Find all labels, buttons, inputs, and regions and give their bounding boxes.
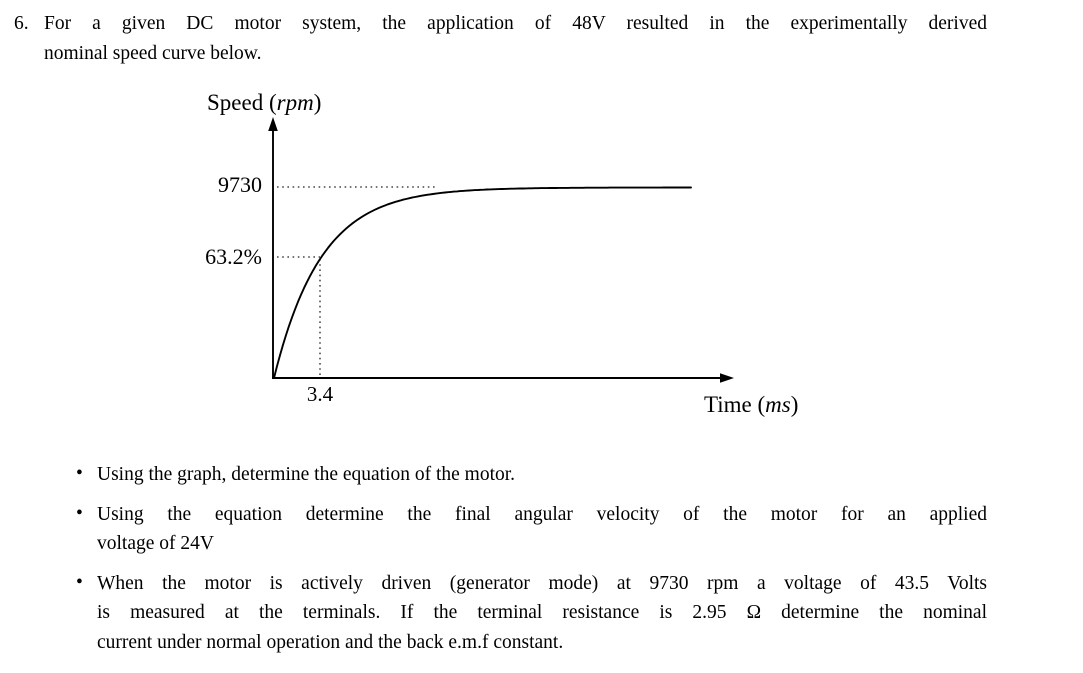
question-3-text-line-2: is measured at the terminals. If the ter… (97, 602, 987, 623)
question-2-text-line-1: Using the equation determine the final a… (97, 503, 987, 525)
y-axis-label-text: Speed ( (207, 90, 277, 115)
list-item: • Using the graph, determine the equatio… (75, 460, 987, 490)
bullet-icon: • (76, 463, 83, 484)
x-axis-unit: ms (765, 392, 791, 417)
problem-intro-text-line-1: For a given DC motor system, the applica… (44, 13, 987, 34)
bullet-icon: • (76, 571, 83, 593)
y-axis-unit: rpm (276, 90, 314, 115)
problem-number: 6. (14, 13, 29, 34)
problem-statement: 6. For a given DC motor system, the appl… (14, 9, 987, 69)
y-tick-tau-percent: 63.2% (205, 244, 262, 269)
x-tick-time-constant: 3.4 (306, 382, 334, 406)
question-2-text-line-2: voltage of 24V (97, 533, 214, 554)
y-tick-steady-state: 9730 (218, 172, 262, 197)
question-1-text: Using the graph, determine the equation … (97, 464, 516, 485)
question-3-text-line-3: current under normal operation and the b… (97, 631, 564, 653)
x-axis-label: Time (ms) (704, 392, 798, 418)
y-axis-label: Speed (rpm) (207, 90, 321, 116)
question-list: • Using the graph, determine the equatio… (75, 460, 987, 667)
x-axis-label-text: Time ( (704, 392, 766, 417)
list-item: • When the motor is actively driven (gen… (75, 569, 987, 658)
y-axis-label-close: ) (313, 90, 322, 115)
bullet-icon: • (76, 502, 83, 524)
problem-statement-line-1: 6. For a given DC motor system, the appl… (14, 9, 987, 39)
x-axis-arrowhead-icon (720, 373, 734, 383)
x-axis-label-close: ) (790, 392, 799, 417)
speed-time-chart (268, 117, 734, 383)
list-item: • Using the equation determine the final… (75, 500, 987, 559)
question-3-text-line-1: When the motor is actively driven (gener… (97, 572, 987, 594)
speed-curve (273, 186, 692, 379)
y-axis-arrowhead-icon (268, 117, 278, 131)
problem-intro-text-line-2: nominal speed curve below. (44, 43, 262, 64)
